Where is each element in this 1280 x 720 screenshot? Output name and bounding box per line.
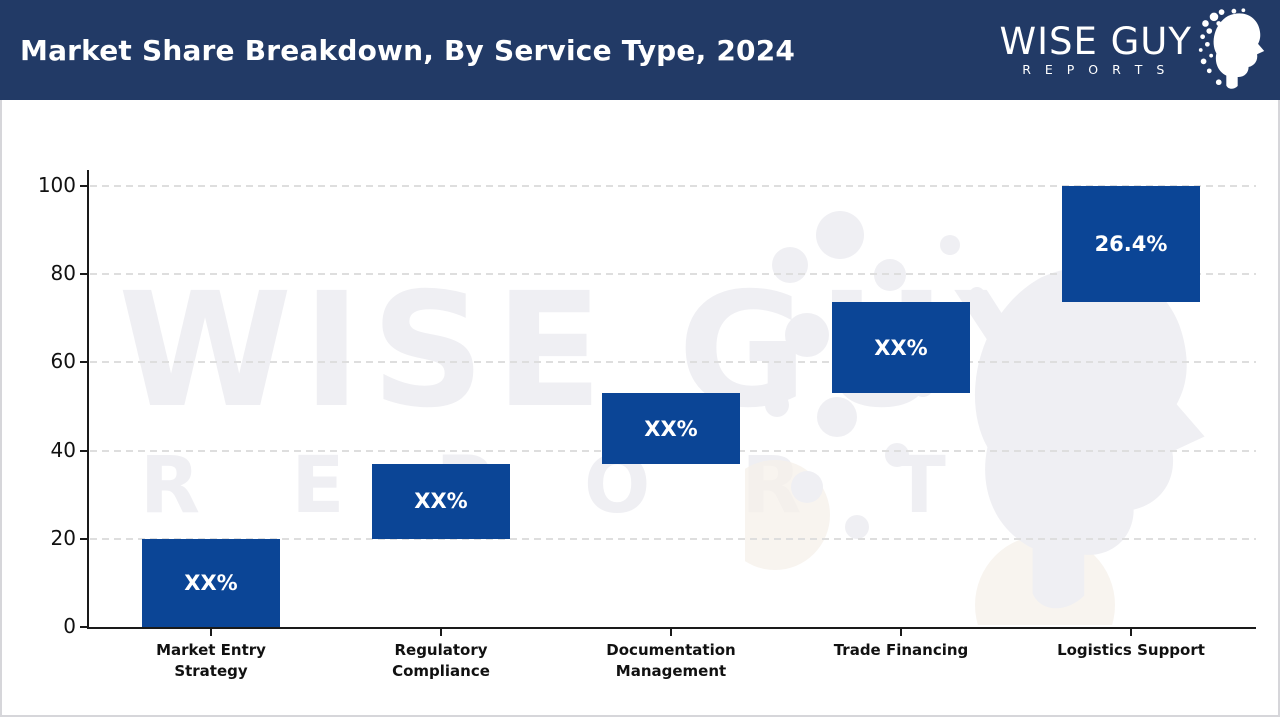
bar-documentation-management: XX% [602,393,740,464]
category-label-logistics-support: Logistics Support [1011,640,1251,661]
x-tick-market-entry-strategy [210,629,212,636]
x-tick-documentation-management [670,629,672,636]
x-tick-regulatory-compliance [440,629,442,636]
y-tick-label-100: 100 [37,173,76,197]
y-tick-label-60: 60 [50,349,76,374]
category-label-line: Strategy [174,662,248,680]
x-axis-line [87,627,1256,629]
gridline-100 [90,185,1256,187]
y-tick-80 [80,273,87,276]
bar-label-regulatory-compliance: XX% [414,489,468,514]
bar-label-logistics-support: 26.4% [1094,232,1168,257]
logo-wordmark-line1: WISE GUY [999,19,1192,63]
y-tick-60 [80,361,87,364]
y-tick-label-80: 80 [50,261,76,286]
y-tick-label-40: 40 [50,437,76,462]
bar-label-trade-financing: XX% [874,335,928,360]
bar-label-documentation-management: XX% [644,416,698,441]
bar-logistics-support: 26.4% [1062,186,1200,303]
bar-trade-financing: XX% [832,302,970,394]
bar-market-entry-strategy: XX% [142,538,280,627]
gridline-80 [90,273,1256,276]
x-tick-trade-financing [900,629,902,636]
category-label-documentation-management: Documentation Management [551,640,791,682]
x-tick-logistics-support [1130,629,1132,636]
bar-label-market-entry-strategy: XX% [184,570,238,595]
category-label-line: Compliance [392,662,490,680]
category-label-line: Documentation [606,641,736,659]
logo-wordmark-line2: R E P O R T S [1022,62,1170,78]
y-tick-label-0: 0 [63,614,76,638]
figure-border-bottom [0,715,1280,717]
y-axis-line [87,170,89,629]
gridline-60 [90,361,1256,364]
header-bar: Market Share Breakdown, By Service Type,… [0,0,1280,100]
category-label-trade-financing: Trade Financing [781,640,1021,661]
y-tick-20 [80,537,87,540]
gridline-20 [90,537,1256,540]
category-label-regulatory-compliance: Regulatory Compliance [321,640,561,682]
bar-regulatory-compliance: XX% [372,463,510,539]
y-tick-100 [80,185,87,187]
category-label-line: Logistics Support [1057,641,1205,659]
y-tick-label-20: 20 [50,525,76,550]
y-tick-40 [80,449,87,452]
logo-wordmark: WISE GUY R E P O R T S [999,19,1192,78]
category-label-line: Market Entry [156,641,266,659]
category-label-line: Trade Financing [833,641,969,659]
wise-guy-logo: WISE GUY R E P O R T S [1000,8,1268,92]
category-label-line: Management [615,662,727,680]
category-label-market-entry-strategy: Market Entry Strategy [91,640,331,682]
figure-border-left [0,100,2,716]
figure-border-right [1278,100,1280,716]
watermark-face-icon [745,211,1205,625]
logo-face-icon [1198,8,1265,89]
category-label-line: Regulatory [394,641,488,659]
chart-title: Market Share Breakdown, By Service Type,… [20,33,796,67]
y-tick-0 [80,626,87,628]
